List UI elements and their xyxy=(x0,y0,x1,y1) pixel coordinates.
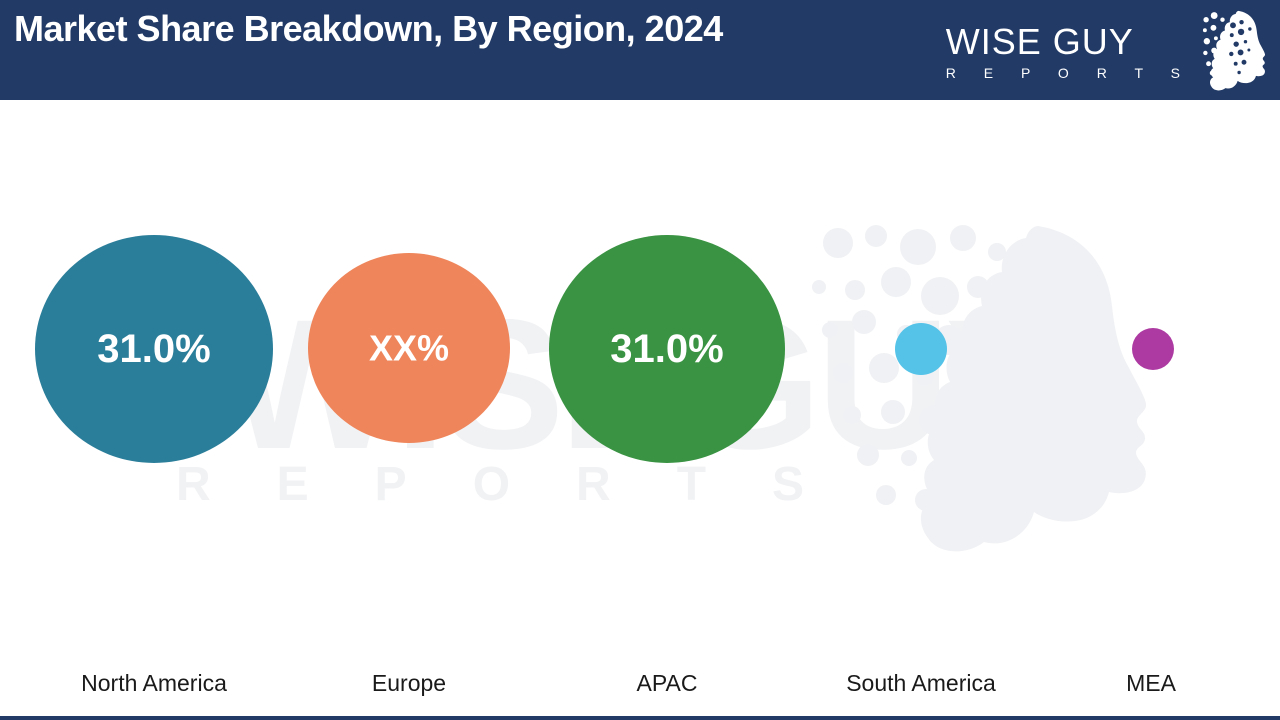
bubble-europe xyxy=(308,253,510,443)
category-label-south-america: South America xyxy=(846,670,996,696)
bubble-series: 31.0% XX% 31.0% xyxy=(35,235,1174,463)
logo-tagline: R E P O R T S xyxy=(945,64,1192,81)
logo-head-icon xyxy=(1202,10,1266,91)
category-label-north-america: North America xyxy=(81,670,227,696)
header-bar: Market Share Breakdown, By Region, 2024 … xyxy=(0,0,1280,100)
logo-text: WISE GUY R E P O R T S xyxy=(945,20,1192,81)
bubble-north-america xyxy=(35,235,273,463)
logo-name: WISE GUY xyxy=(945,20,1134,62)
bubble-europe-value: XX% xyxy=(369,328,449,369)
bubble-apac-value: 31.0% xyxy=(610,327,723,371)
watermark-head-icon xyxy=(920,226,1147,552)
category-label-europe: Europe xyxy=(371,670,447,696)
wise-guy-logo: WISE GUY R E P O R T S xyxy=(946,10,1272,92)
bubble-north-america-value: 31.0% xyxy=(97,327,210,371)
watermark-dots xyxy=(812,225,1006,511)
watermark-reports: REPORTS xyxy=(176,458,870,511)
category-label-apac: APAC xyxy=(636,670,698,696)
page-title: Market Share Breakdown, By Region, 2024 xyxy=(14,8,723,49)
bubble-apac xyxy=(549,235,785,463)
bubble-mea xyxy=(1132,328,1174,370)
bubble-south-america xyxy=(895,323,947,375)
category-label-mea: MEA xyxy=(1126,670,1176,696)
bottom-accent-strip xyxy=(0,716,1280,720)
